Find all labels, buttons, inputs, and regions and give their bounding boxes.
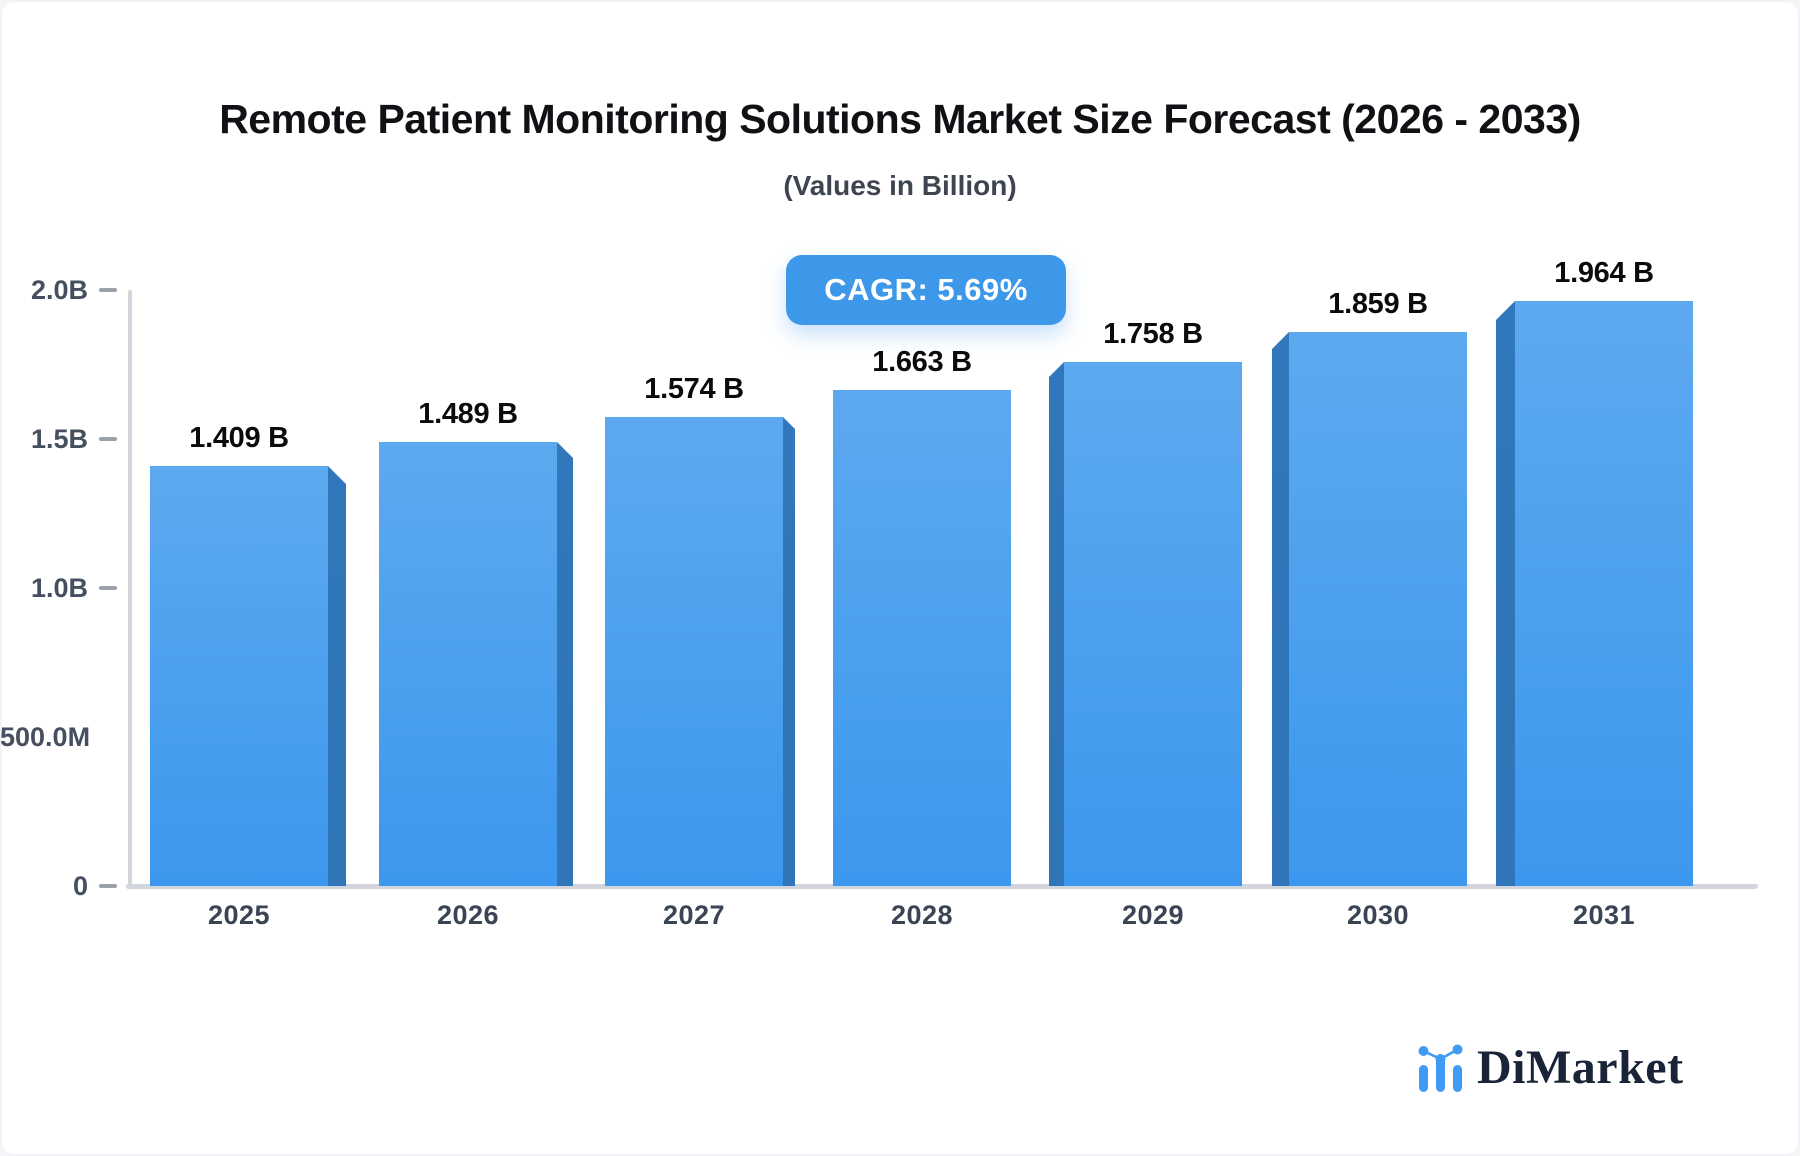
bar-2029-side-face [1049,362,1064,886]
bar-2025-side-face [328,466,346,886]
bar-2030-side-face [1272,332,1289,886]
y-axis-tick-mark [99,884,117,888]
bar-2028[interactable] [833,390,1011,886]
x-axis-label-2025: 2025 [207,900,271,930]
chart-title: Remote Patient Monitoring Solutions Mark… [219,96,1581,142]
y-axis-tick-label: 0 [72,871,88,901]
bar-value-label-2029: 1.758 B [1103,318,1203,350]
y-axis-tick-mark [99,288,117,292]
x-axis-label-2031: 2031 [1572,900,1636,930]
bar-value-label-2030: 1.859 B [1328,288,1428,320]
bar-value-label-2026: 1.489 B [418,398,518,430]
x-axis-label-2030: 2030 [1346,900,1410,930]
bar-2026-side-face [557,442,573,886]
bar-2027[interactable] [605,417,783,886]
bar-2029[interactable] [1064,362,1242,886]
bar-2031-side-face [1496,301,1515,886]
x-axis-label-2028: 2028 [890,900,954,930]
y-axis-tick-label: 2.0B [30,275,88,305]
x-axis-baseline [126,884,1758,889]
x-axis-label-2027: 2027 [662,900,726,930]
brand-name: DiMarket [1477,1041,1684,1094]
x-axis-label-2029: 2029 [1121,900,1185,930]
bar-value-label-2025: 1.409 B [189,422,289,454]
chart-subtitle: (Values in Billion) [783,170,1017,201]
bar-2025[interactable] [150,466,328,886]
y-axis-tick-mark [99,586,117,590]
cagr-badge-label: CAGR: 5.69% [824,272,1028,307]
bar-value-label-2028: 1.663 B [872,346,972,378]
bar-value-label-2027: 1.574 B [644,373,744,405]
bar-value-label-2031: 1.964 B [1554,257,1654,289]
bar-2031[interactable] [1515,301,1693,886]
cagr-badge: CAGR: 5.69% [786,255,1066,325]
y-axis-tick-mark [99,437,117,441]
y-axis-tick-label: 1.5B [30,424,88,454]
y-axis-tick-label: 500.0M [0,722,91,752]
brand-logo[interactable]: DiMarket [1418,1040,1684,1095]
y-axis-tick-label: 1.0B [30,573,88,603]
bar-2027-side-face [783,417,795,886]
y-axis-line [128,290,132,887]
mini-bar-line-chart-icon [1418,1044,1463,1092]
x-axis-label-2026: 2026 [436,900,500,930]
bar-2026[interactable] [379,442,557,886]
bar-2030[interactable] [1289,332,1467,886]
